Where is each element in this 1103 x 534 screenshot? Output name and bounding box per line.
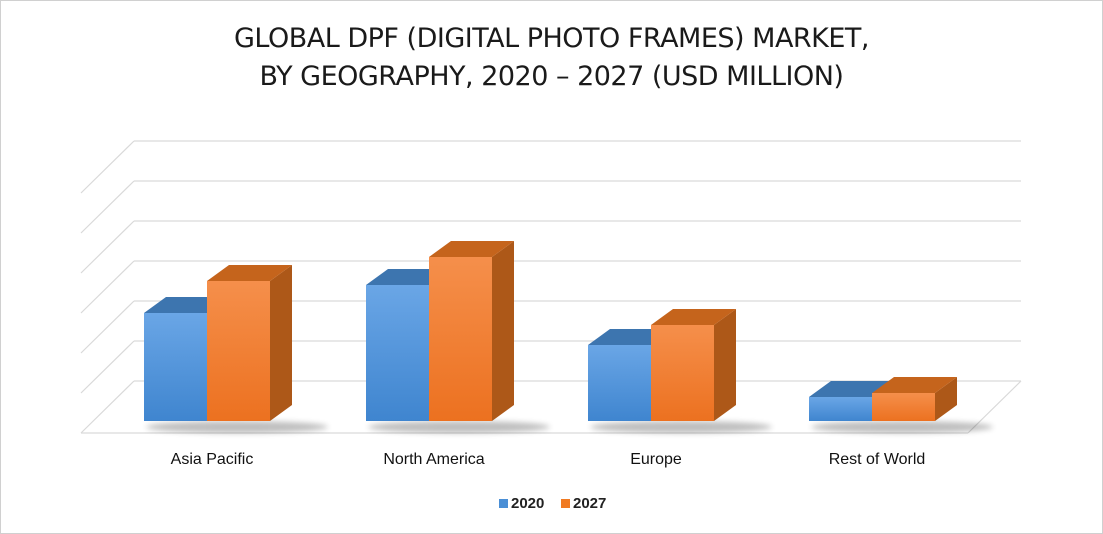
category-label: North America — [383, 451, 484, 468]
gridline-diagonal — [80, 220, 135, 274]
bar-shadow — [811, 421, 993, 433]
bar-2020-rest-of-world — [809, 397, 872, 421]
gridline-diagonal — [80, 340, 135, 394]
bar-side-2027-1 — [492, 241, 514, 421]
category-label: Rest of World — [829, 451, 926, 468]
chart-title-line-1: GLOBAL DPF (DIGITAL PHOTO FRAMES) MARKET… — [233, 23, 870, 54]
bar-top-2027-3 — [872, 377, 957, 393]
gridline-diagonal — [80, 300, 135, 354]
legend: 2020 2027 — [499, 495, 606, 512]
category-label: Asia Pacific — [171, 451, 254, 468]
bar-2027-europe — [651, 325, 714, 421]
bar-2027-north-america — [429, 257, 492, 421]
gridline-diagonal — [80, 140, 135, 194]
bar-2027-rest-of-world — [872, 393, 935, 421]
legend-label-2020: 2020 — [511, 495, 544, 512]
bar-2020-asia-pacific — [144, 313, 207, 421]
category-labels: Asia Pacific North America Europe Rest of W… — [171, 451, 926, 468]
gridline-diagonal — [80, 180, 135, 234]
bar-side-2027-2 — [714, 309, 736, 421]
bar-top-2027-2 — [651, 309, 736, 325]
bar-shadow — [146, 421, 328, 433]
category-label: Europe — [630, 451, 682, 468]
legend-swatch-2027 — [561, 499, 570, 508]
bar-2027-asia-pacific — [207, 281, 270, 421]
bar-shadow — [368, 421, 550, 433]
bar-shadow — [590, 421, 772, 433]
legend-swatch-2020 — [499, 499, 508, 508]
bar-side-2027-3 — [935, 377, 957, 421]
bar-top-2027-1 — [429, 241, 514, 257]
bar-side-2027-0 — [270, 265, 292, 421]
gridline-diagonal — [80, 380, 135, 434]
bars — [144, 241, 993, 433]
bar-2020-europe — [588, 345, 651, 421]
bar-2020-north-america — [366, 285, 429, 421]
bar-top-2027-0 — [207, 265, 292, 281]
chart-title-line-2: BY GEOGRAPHY, 2020 – 2027 (USD MILLION) — [259, 61, 844, 92]
gridline-diagonal — [80, 260, 135, 314]
legend-label-2027: 2027 — [573, 495, 606, 512]
